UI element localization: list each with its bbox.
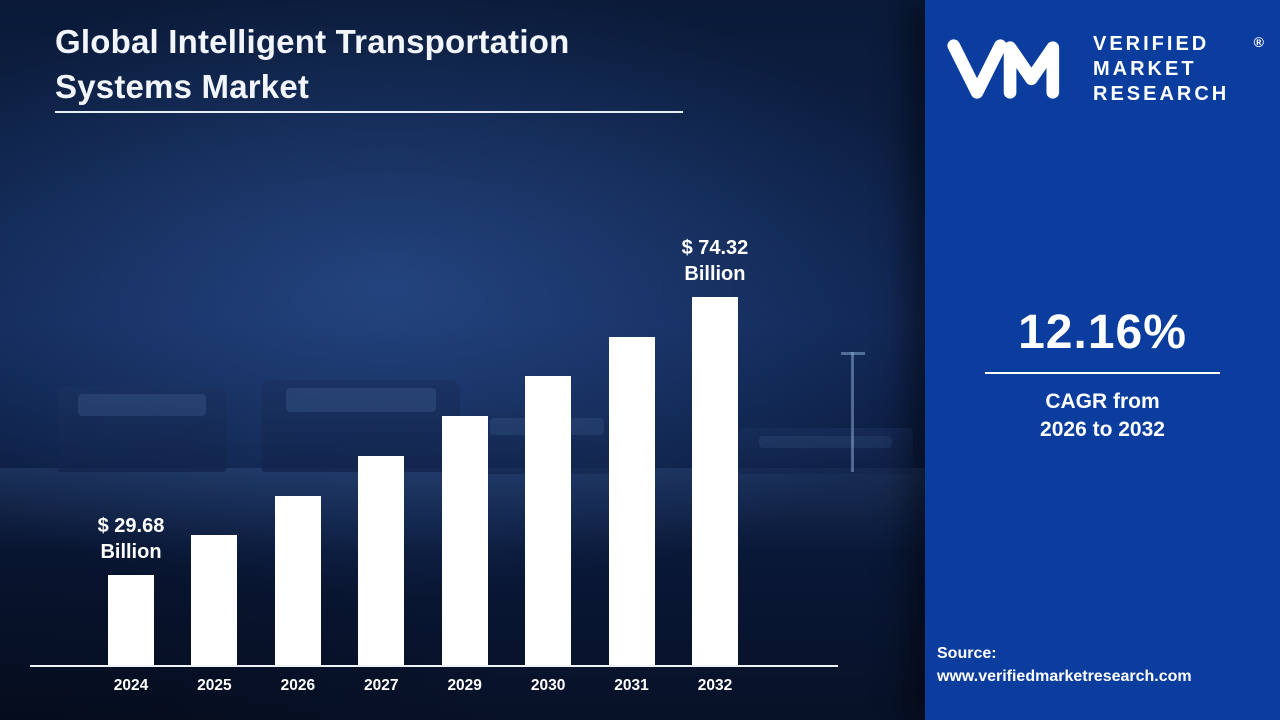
- bar: [441, 416, 488, 665]
- brand-logo: VERIFIED MARKET RESEARCH ®: [943, 32, 1264, 107]
- bar-chart: $ 29.68 Billion $ 74.32 Billion 2024 2025 202…: [30, 237, 838, 695]
- x-tick-label: 2029: [447, 677, 482, 694]
- bar-column: [441, 416, 488, 665]
- truck-silhouette: [738, 428, 913, 474]
- x-axis-labels: 2024 2025 2026 2027 2029 2030 2031 2032: [30, 677, 838, 695]
- brand-line: RESEARCH: [1093, 83, 1230, 105]
- source-block: Source: www.verifiedmarketresearch.com: [937, 643, 1192, 688]
- bar-column: [274, 496, 321, 665]
- registered-trademark: ®: [1253, 34, 1264, 50]
- bar: [274, 496, 321, 665]
- bar: [108, 575, 154, 665]
- source-label: Source:: [937, 645, 997, 663]
- bar-column: [608, 337, 655, 665]
- brand-line: MARKET: [1093, 58, 1197, 80]
- bar: [691, 297, 738, 665]
- cagr-caption-line: 2026 to 2032: [1040, 418, 1165, 442]
- x-tick-label: 2027: [364, 677, 399, 694]
- bar: [608, 337, 655, 665]
- cagr-caption-line: CAGR from: [1045, 390, 1160, 413]
- x-tick-label: 2031: [614, 677, 649, 694]
- truck-silhouette: [58, 386, 226, 472]
- bar: [358, 456, 405, 665]
- brand-line: VERIFIED: [1093, 33, 1210, 55]
- x-axis: [30, 665, 838, 667]
- title-underline: [55, 111, 683, 113]
- page-title: Global Intelligent Transportation System…: [55, 23, 570, 105]
- cagr-divider: [985, 372, 1220, 374]
- bar-value-label: $ 29.68 Billion: [97, 515, 165, 563]
- bar: [191, 535, 238, 665]
- cagr-block: 12.16% CAGR from 2026 to 2032: [945, 305, 1260, 445]
- bars-row: $ 29.68 Billion $ 74.32 Billion: [30, 237, 838, 665]
- brand-name: VERIFIED MARKET RESEARCH: [1093, 32, 1229, 107]
- source-link[interactable]: www.verifiedmarketresearch.com: [937, 667, 1192, 685]
- x-tick-label: 2032: [697, 677, 733, 694]
- x-tick-label: 2030: [530, 677, 566, 694]
- info-panel: VERIFIED MARKET RESEARCH ® 12.16% CAGR f…: [925, 0, 1280, 720]
- bar-column: [358, 456, 405, 665]
- bar-column: [525, 376, 572, 665]
- bar-value-label: $ 74.32 Billion: [681, 237, 749, 285]
- cagr-caption: CAGR from 2026 to 2032: [945, 388, 1260, 445]
- bar-column: [191, 535, 238, 665]
- cagr-value: 12.16%: [1018, 306, 1187, 359]
- light-pole: [841, 352, 865, 472]
- x-tick-label: 2024: [113, 677, 149, 694]
- bar-column: $ 29.68 Billion: [98, 513, 164, 665]
- vm-monogram-icon: [947, 38, 1060, 99]
- bar-column: $ 74.32 Billion: [682, 235, 748, 665]
- x-tick-label: 2026: [280, 677, 316, 694]
- bar: [525, 376, 572, 665]
- x-tick-label: 2025: [197, 677, 232, 694]
- chart-section: Global Intelligent Transportation System…: [0, 0, 925, 720]
